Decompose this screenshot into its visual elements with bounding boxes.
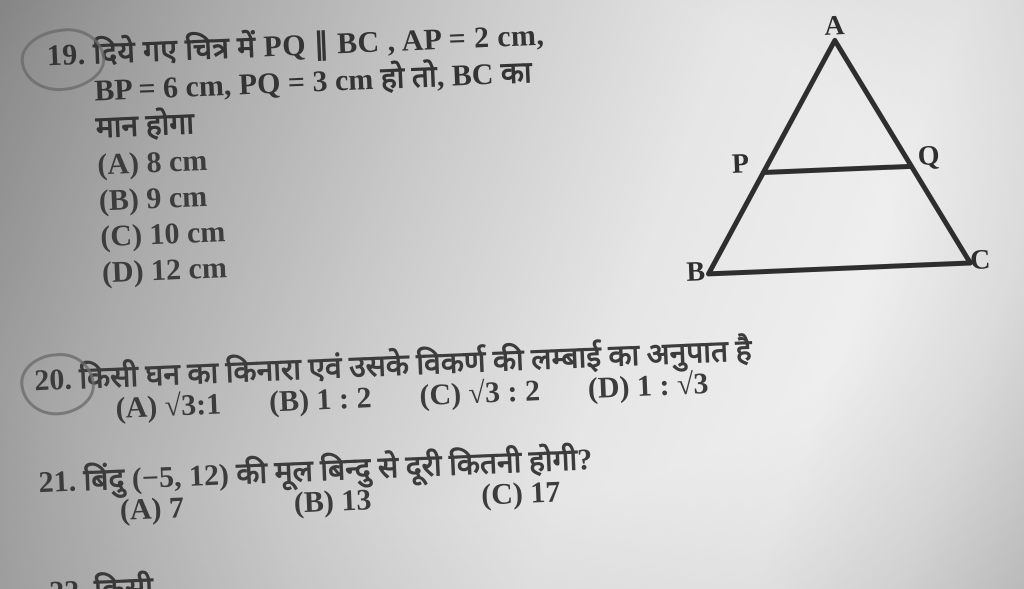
q21-option-a: (A) 7 [119,491,185,528]
q21-option-b: (B) 13 [293,483,372,520]
page-surface: 19. दिये गए चित्र में PQ ∥ BC , AP = 2 c… [0,0,1024,589]
q19-number: 19. [46,38,86,74]
vertex-p-label: P [731,148,749,181]
q20-option-d: (D) 1 : √3 [587,367,709,406]
sheet: 19. दिये गए चित्र में PQ ∥ BC , AP = 2 c… [0,0,1024,589]
vertex-c-label: C [970,244,992,277]
q20-option-b: (B) 1 : 2 [268,381,372,419]
triangle-diagram: A P Q B C [678,10,991,294]
question-21: 21. बिंदु (−5, 12) की मूल बिन्दु से दूरी… [38,420,1000,531]
vertex-q-label: Q [917,140,940,173]
question-22-partial: 22. किसी… [48,564,183,589]
q21-option-c: (C) 17 [481,475,562,512]
question-20: 20. किसी घन का किनारा एवं उसके विकर्ण की… [33,318,995,429]
q20-number: 20. [34,363,73,399]
q21-number: 21. [38,465,77,501]
q20-option-c: (C) √3 : 2 [419,374,541,413]
vertex-b-label: B [686,256,706,289]
q20-option-a: (A) √3:1 [115,387,222,425]
triangle-svg [678,10,991,294]
vertex-a-label: A [824,10,846,43]
question-19: 19. दिये गए चित्र में PQ ∥ BC , AP = 2 c… [46,7,696,293]
